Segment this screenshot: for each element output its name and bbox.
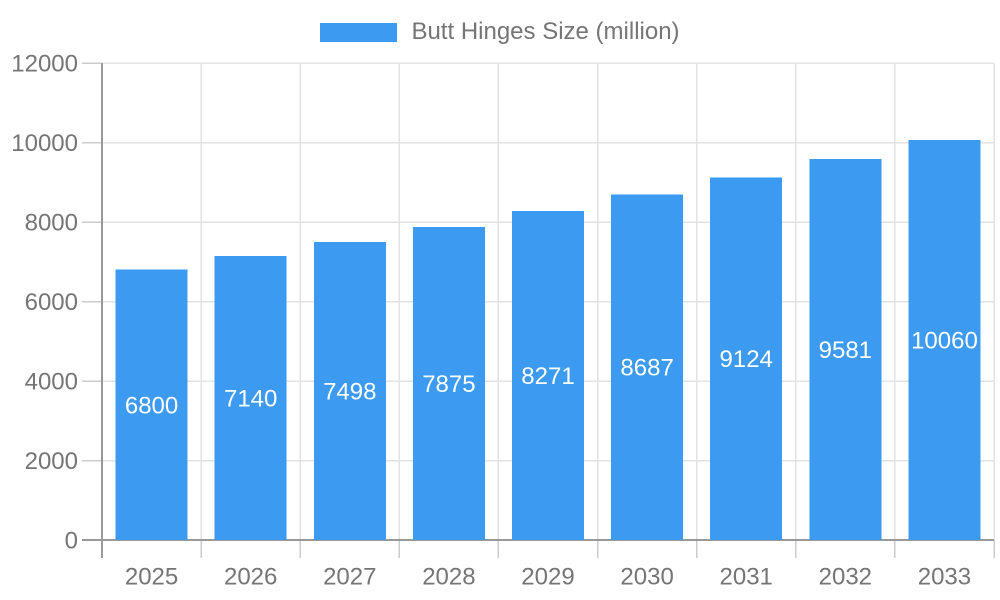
x-tick-label: 2032 (819, 563, 872, 590)
y-tick-label: 8000 (25, 209, 78, 236)
bar-value-label: 7875 (422, 371, 475, 398)
bar-value-label: 8271 (521, 363, 574, 390)
x-tick-label: 2029 (521, 563, 574, 590)
x-tick-label: 2031 (720, 563, 773, 590)
ticks-group (82, 62, 995, 558)
bar[interactable] (908, 140, 981, 541)
y-tick-label: 0 (65, 527, 78, 554)
bar[interactable] (313, 241, 386, 540)
x-tick-label: 2028 (422, 563, 475, 590)
bar-value-label: 7498 (323, 378, 376, 405)
bar-value-label: 10060 (911, 327, 978, 354)
legend-swatch (320, 22, 398, 42)
bar-value-label: 9581 (819, 337, 872, 364)
gridlines-group (102, 62, 995, 540)
y-tick-label: 6000 (25, 289, 78, 316)
y-tick-label: 4000 (25, 368, 78, 395)
x-tick-label: 2026 (224, 563, 277, 590)
x-tick-label: 2033 (918, 563, 971, 590)
y-tick-label: 2000 (25, 448, 78, 475)
labels-group: 6800 7140 7498 7875 8271 8687 9124 9581 10060 0 20… (11, 50, 978, 590)
x-tick-label: 2025 (125, 563, 178, 590)
bar[interactable] (214, 256, 287, 540)
bar-value-label: 8687 (620, 355, 673, 382)
bar[interactable] (710, 177, 783, 541)
bar-value-label: 6800 (125, 392, 178, 419)
bar[interactable] (115, 269, 188, 540)
chart-legend[interactable]: Butt Hinges Size (million) (0, 17, 1000, 47)
bar[interactable] (412, 226, 485, 540)
bars-group (115, 140, 981, 541)
y-tick-label: 12000 (11, 50, 78, 77)
bar[interactable] (512, 211, 584, 540)
bar-value-label: 9124 (720, 346, 773, 373)
bar[interactable] (809, 159, 882, 540)
bar-value-label: 7140 (224, 385, 277, 412)
x-tick-label: 2027 (323, 563, 376, 590)
x-tick-label: 2030 (620, 563, 673, 590)
legend-label: Butt Hinges Size (million) (411, 18, 680, 45)
bar[interactable] (611, 194, 684, 540)
y-tick-label: 10000 (11, 130, 78, 157)
